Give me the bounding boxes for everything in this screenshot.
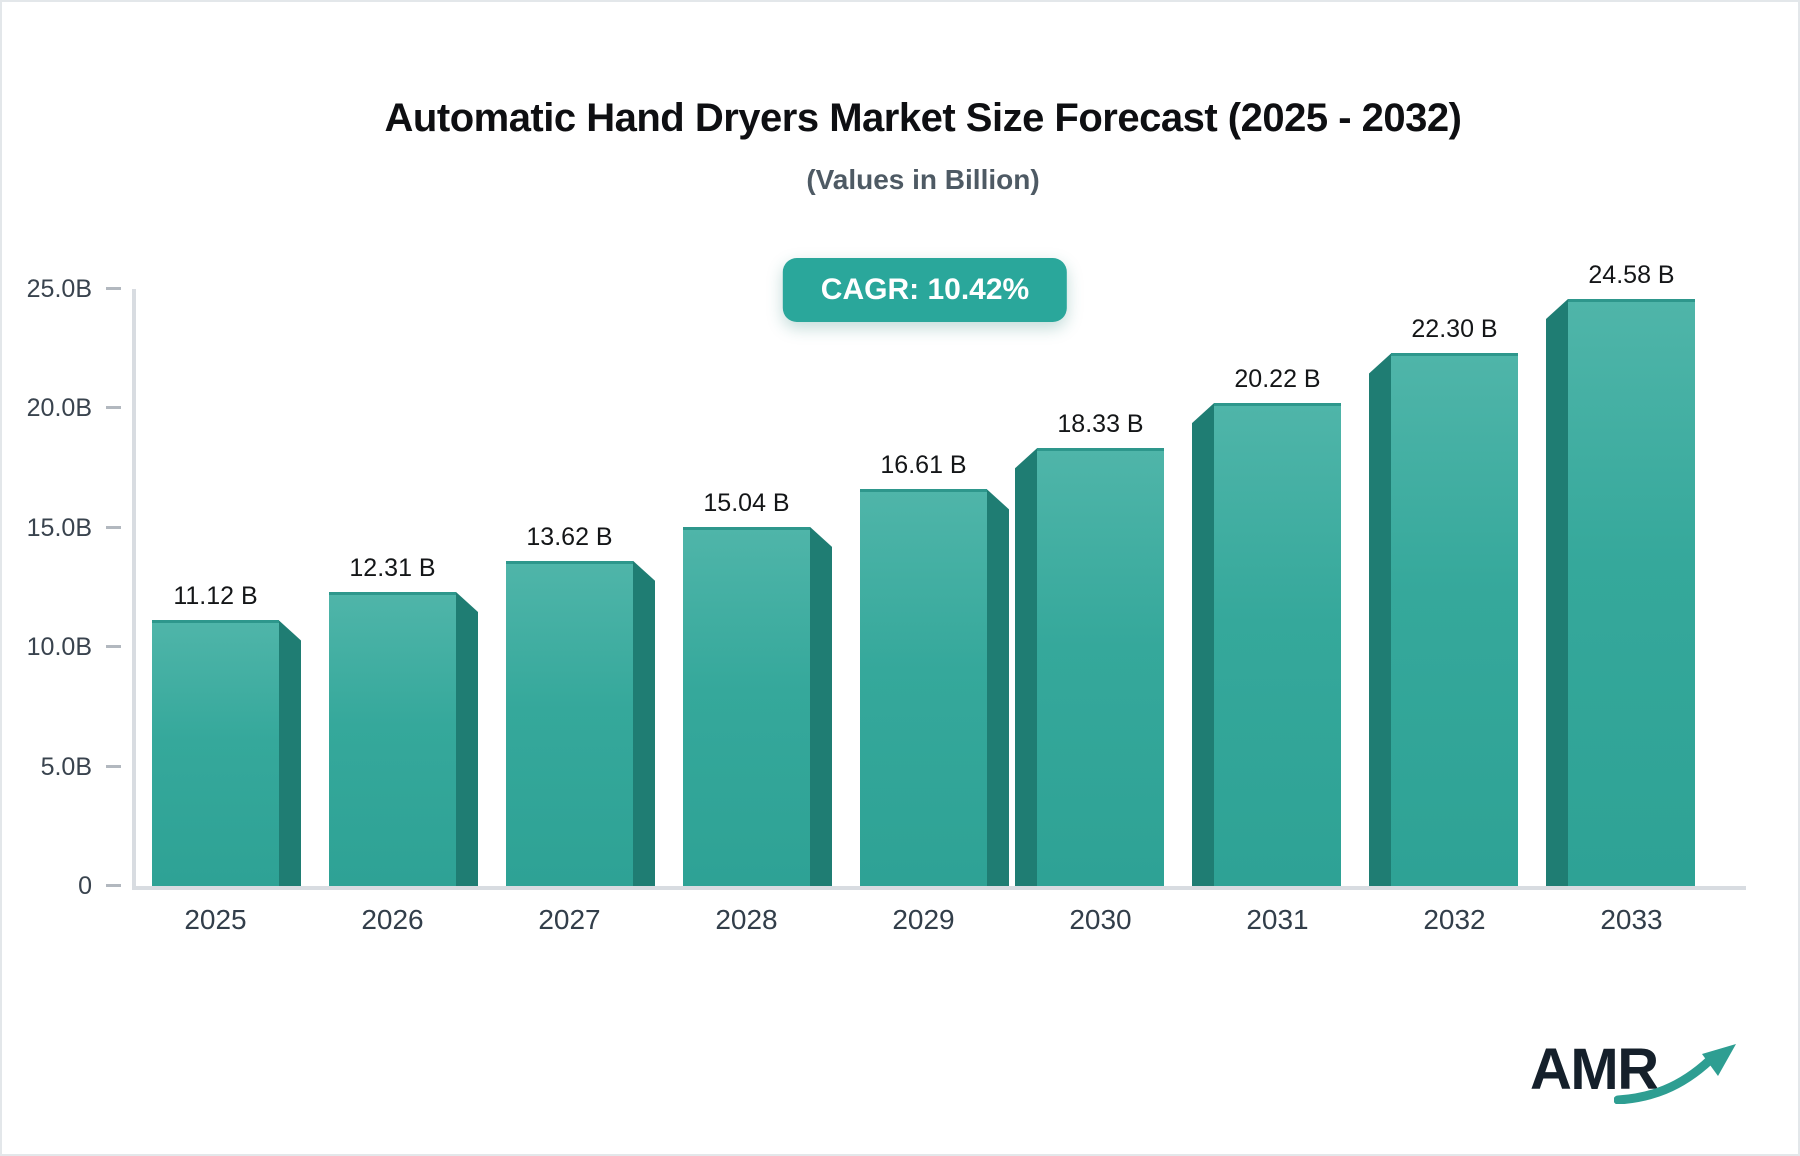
bar-2025: 11.12 B <box>152 582 301 886</box>
bar-side-panel <box>987 489 1009 886</box>
bar-value-label: 11.12 B <box>173 582 258 611</box>
bar-value-label: 12.31 B <box>349 554 436 583</box>
x-tick-label-2032: 2032 <box>1423 904 1486 935</box>
bar-face <box>1391 353 1518 886</box>
bar-side-panel <box>456 592 478 886</box>
bar-side-panel <box>1192 403 1214 886</box>
x-tick-label-2025: 2025 <box>184 904 247 935</box>
bar-2030: 18.33 B <box>1015 410 1164 886</box>
bar-2027: 13.62 B <box>506 523 655 886</box>
y-tick-mark <box>106 884 121 887</box>
y-tick-label: 25.0B <box>26 275 92 303</box>
bar-value-label: 16.61 B <box>880 451 967 480</box>
bar-2029: 16.61 B <box>860 451 1009 886</box>
trend-up-arrow-icon <box>1614 1044 1736 1104</box>
bar-2032: 22.30 B <box>1369 315 1518 886</box>
bar-value-label: 22.30 B <box>1411 315 1498 344</box>
cagr-badge: CAGR: 10.42% <box>782 258 1068 322</box>
y-tick-label: 10.0B <box>26 633 92 662</box>
bar-value-label: 18.33 B <box>1057 410 1144 439</box>
y-tick-mark <box>106 645 121 649</box>
y-tick-label: 20.0B <box>26 394 92 423</box>
bar-side-panel <box>279 620 301 886</box>
x-axis-line <box>132 886 1746 890</box>
bar-value-label: 13.62 B <box>526 522 613 551</box>
bar-face <box>1568 299 1695 886</box>
x-tick-label-2030: 2030 <box>1069 904 1132 935</box>
bar-2026: 12.31 B <box>329 554 478 886</box>
chart-title: Automatic Hand Dryers Market Size Foreca… <box>384 96 1462 140</box>
bar-2033: 24.58 B <box>1546 261 1695 886</box>
bar-face <box>683 526 810 886</box>
bar-side-panel <box>1015 448 1037 886</box>
bar-value-label: 15.04 B <box>703 488 790 517</box>
bar-2031: 20.22 B <box>1192 365 1341 886</box>
amr-logo-text: AMR <box>1530 1037 1659 1102</box>
bar-face <box>1214 403 1341 886</box>
bar-value-label: 24.58 B <box>1588 261 1675 290</box>
bar-side-panel <box>1546 299 1568 886</box>
y-tick-label: 5.0B <box>40 752 92 781</box>
x-tick-label-2031: 2031 <box>1246 904 1309 935</box>
y-tick-label: 0 <box>78 872 92 900</box>
bar-face <box>329 592 456 886</box>
x-tick-label-2029: 2029 <box>892 904 955 935</box>
bar-face <box>1037 448 1164 886</box>
bar-side-panel <box>633 560 655 886</box>
bar-face <box>860 489 987 886</box>
y-axis-line <box>132 289 136 888</box>
bar-value-label: 20.22 B <box>1234 365 1321 394</box>
x-tick-label-2033: 2033 <box>1600 904 1663 935</box>
bar-side-panel <box>1369 353 1391 886</box>
x-tick-label-2026: 2026 <box>361 904 424 935</box>
x-tick-label-2027: 2027 <box>538 904 601 935</box>
chart-subtitle: (Values in Billion) <box>806 164 1040 195</box>
y-tick-mark <box>106 287 121 290</box>
y-tick-mark <box>106 764 121 768</box>
y-tick-mark <box>106 406 121 410</box>
y-tick-mark <box>106 525 121 529</box>
amr-logo: AMR <box>1530 1036 1740 1108</box>
bar-face <box>506 560 633 886</box>
bar-side-panel <box>810 526 832 886</box>
x-tick-label-2028: 2028 <box>715 904 778 935</box>
bar-2028: 15.04 B <box>683 489 832 886</box>
y-tick-label: 15.0B <box>26 513 92 542</box>
bar-face <box>152 620 279 886</box>
